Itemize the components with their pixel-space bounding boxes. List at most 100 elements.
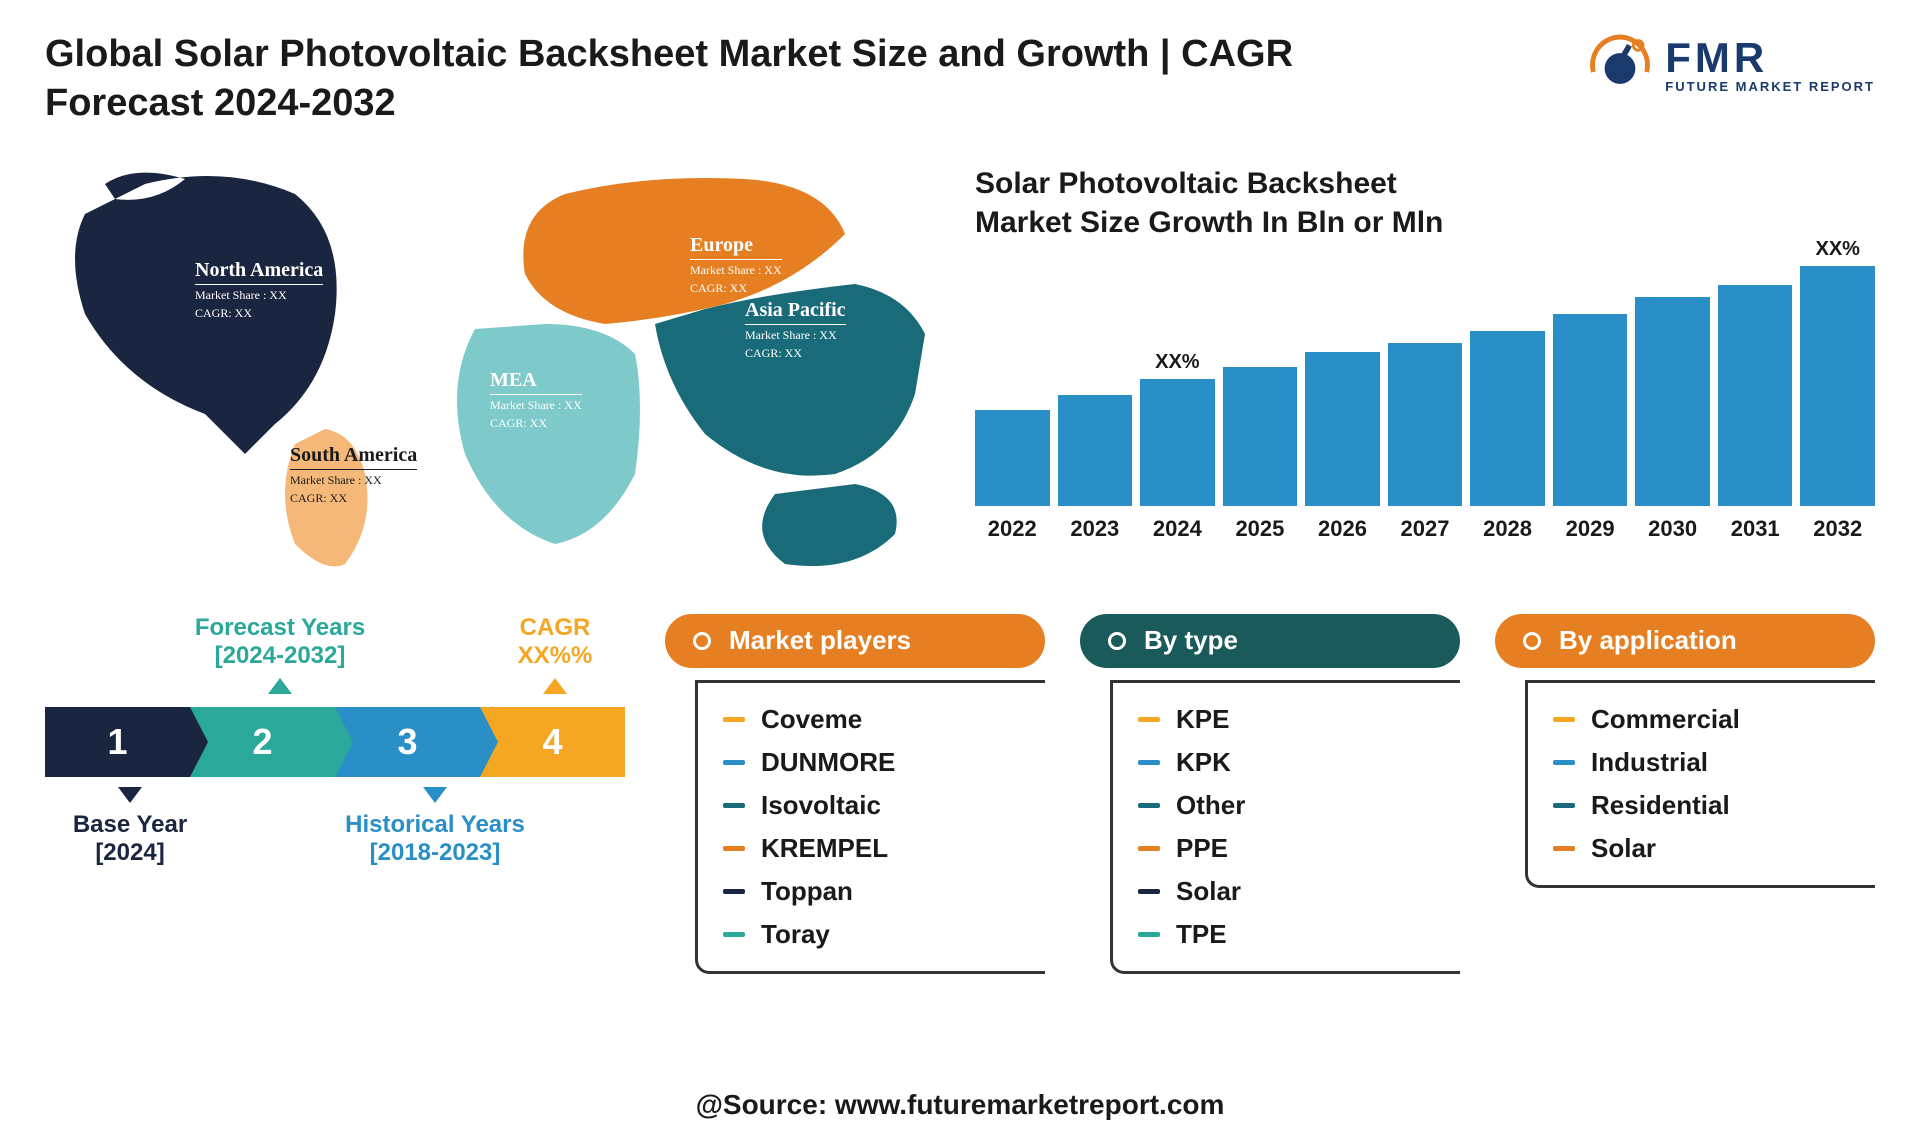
bar-item-2025: 2025 bbox=[1223, 367, 1298, 542]
timeline-step-4: 4 bbox=[480, 707, 625, 777]
bar-item-2030: 2030 bbox=[1635, 297, 1710, 542]
bar-item-2031: 2031 bbox=[1718, 285, 1793, 542]
bar-year-label: 2029 bbox=[1566, 516, 1615, 542]
bar bbox=[1635, 297, 1710, 506]
category-list: Commercial Industrial Residential Solar bbox=[1525, 680, 1875, 888]
bar bbox=[1470, 331, 1545, 506]
item-label: Coveme bbox=[761, 704, 862, 735]
dash-icon bbox=[1138, 846, 1160, 851]
bar-item-2027: 2027 bbox=[1388, 343, 1463, 542]
dash-icon bbox=[1553, 760, 1575, 765]
cagr-label: CAGR XX%% bbox=[500, 614, 610, 694]
region-mea bbox=[457, 324, 640, 544]
list-item: Commercial bbox=[1553, 698, 1875, 741]
item-label: Industrial bbox=[1591, 747, 1708, 778]
logo-text-sub: FUTURE MARKET REPORT bbox=[1665, 79, 1875, 94]
category-header: By type bbox=[1080, 614, 1460, 668]
bar-marker: XX% bbox=[1816, 238, 1860, 261]
category-header: Market players bbox=[665, 614, 1045, 668]
region-label-asia-pacific: Asia PacificMarket Share : XXCAGR: XX bbox=[745, 299, 846, 361]
dash-icon bbox=[723, 803, 745, 808]
dash-icon bbox=[1138, 932, 1160, 937]
list-item: KREMPEL bbox=[723, 827, 1045, 870]
timeline-step-3: 3 bbox=[335, 707, 480, 777]
bar-year-label: 2025 bbox=[1235, 516, 1284, 542]
item-label: KPK bbox=[1176, 747, 1231, 778]
list-item: Residential bbox=[1553, 784, 1875, 827]
region-label-mea: MEAMarket Share : XXCAGR: XX bbox=[490, 369, 582, 431]
bar-year-label: 2030 bbox=[1648, 516, 1697, 542]
base-year-label: Base Year [2024] bbox=[45, 787, 215, 867]
bar-year-label: 2023 bbox=[1070, 516, 1119, 542]
logo-text-main: FMR bbox=[1665, 37, 1875, 79]
list-item: Solar bbox=[1138, 870, 1460, 913]
bar-chart-title: Solar Photovoltaic Backsheet Market Size… bbox=[975, 164, 1495, 242]
list-item: Coveme bbox=[723, 698, 1045, 741]
item-label: KREMPEL bbox=[761, 833, 888, 864]
bar-item-2024: XX%2024 bbox=[1140, 379, 1215, 542]
dash-icon bbox=[1553, 717, 1575, 722]
dash-icon bbox=[723, 932, 745, 937]
bar-chart: Solar Photovoltaic Backsheet Market Size… bbox=[975, 154, 1875, 574]
bar bbox=[975, 410, 1050, 506]
dash-icon bbox=[1138, 889, 1160, 894]
item-label: Other bbox=[1176, 790, 1245, 821]
list-item: Toray bbox=[723, 913, 1045, 956]
bar-item-2023: 2023 bbox=[1058, 395, 1133, 541]
source-attribution: @Source: www.futuremarketreport.com bbox=[696, 1089, 1225, 1121]
historical-label: Historical Years [2018-2023] bbox=[325, 787, 545, 867]
dash-icon bbox=[723, 889, 745, 894]
timeline: Forecast Years [2024-2032] CAGR XX%% 123… bbox=[45, 614, 625, 974]
dash-icon bbox=[1138, 717, 1160, 722]
bar-item-2029: 2029 bbox=[1553, 314, 1628, 542]
dash-icon bbox=[723, 717, 745, 722]
list-item: PPE bbox=[1138, 827, 1460, 870]
dash-icon bbox=[1553, 803, 1575, 808]
dash-icon bbox=[1138, 760, 1160, 765]
item-label: Commercial bbox=[1591, 704, 1740, 735]
category-market-players: Market players Coveme DUNMORE Isovoltaic KRE… bbox=[665, 614, 1045, 974]
item-label: TPE bbox=[1176, 919, 1227, 950]
timeline-step-1: 1 bbox=[45, 707, 190, 777]
item-label: Toray bbox=[761, 919, 830, 950]
world-map: North AmericaMarket Share : XXCAGR: XXSo… bbox=[45, 154, 945, 574]
bar-year-label: 2031 bbox=[1731, 516, 1780, 542]
bar bbox=[1388, 343, 1463, 506]
bar-year-label: 2024 bbox=[1153, 516, 1202, 542]
item-label: PPE bbox=[1176, 833, 1228, 864]
list-item: KPE bbox=[1138, 698, 1460, 741]
category-list: Coveme DUNMORE Isovoltaic KREMPEL Toppan Tora… bbox=[695, 680, 1045, 974]
list-item: Solar bbox=[1553, 827, 1875, 870]
list-item: TPE bbox=[1138, 913, 1460, 956]
bar-marker: XX% bbox=[1155, 351, 1199, 374]
bar bbox=[1223, 367, 1298, 506]
dash-icon bbox=[723, 760, 745, 765]
bar bbox=[1800, 266, 1875, 506]
page-title: Global Solar Photovoltaic Backsheet Mark… bbox=[45, 30, 1345, 129]
bar-year-label: 2026 bbox=[1318, 516, 1367, 542]
category-by-type: By type KPE KPK Other PPE Solar TPE bbox=[1080, 614, 1460, 974]
item-label: DUNMORE bbox=[761, 747, 895, 778]
region-label-europe: EuropeMarket Share : XXCAGR: XX bbox=[690, 234, 782, 296]
dash-icon bbox=[723, 846, 745, 851]
dash-icon bbox=[1553, 846, 1575, 851]
list-item: Industrial bbox=[1553, 741, 1875, 784]
category-by-application: By applicationCommercialIndustrialReside… bbox=[1495, 614, 1875, 974]
bar-year-label: 2028 bbox=[1483, 516, 1532, 542]
item-label: Solar bbox=[1176, 876, 1241, 907]
item-label: Isovoltaic bbox=[761, 790, 881, 821]
item-label: KPE bbox=[1176, 704, 1229, 735]
list-item: DUNMORE bbox=[723, 741, 1045, 784]
bar bbox=[1305, 352, 1380, 506]
list-item: Toppan bbox=[723, 870, 1045, 913]
bar bbox=[1553, 314, 1628, 506]
list-item: Other bbox=[1138, 784, 1460, 827]
bar-item-2022: 2022 bbox=[975, 410, 1050, 542]
bar-year-label: 2032 bbox=[1813, 516, 1862, 542]
item-label: Residential bbox=[1591, 790, 1730, 821]
fmr-logo: FMR FUTURE MARKET REPORT bbox=[1585, 30, 1875, 100]
dash-icon bbox=[1138, 803, 1160, 808]
timeline-step-2: 2 bbox=[190, 707, 335, 777]
bar-item-2026: 2026 bbox=[1305, 352, 1380, 542]
bar bbox=[1140, 379, 1215, 506]
